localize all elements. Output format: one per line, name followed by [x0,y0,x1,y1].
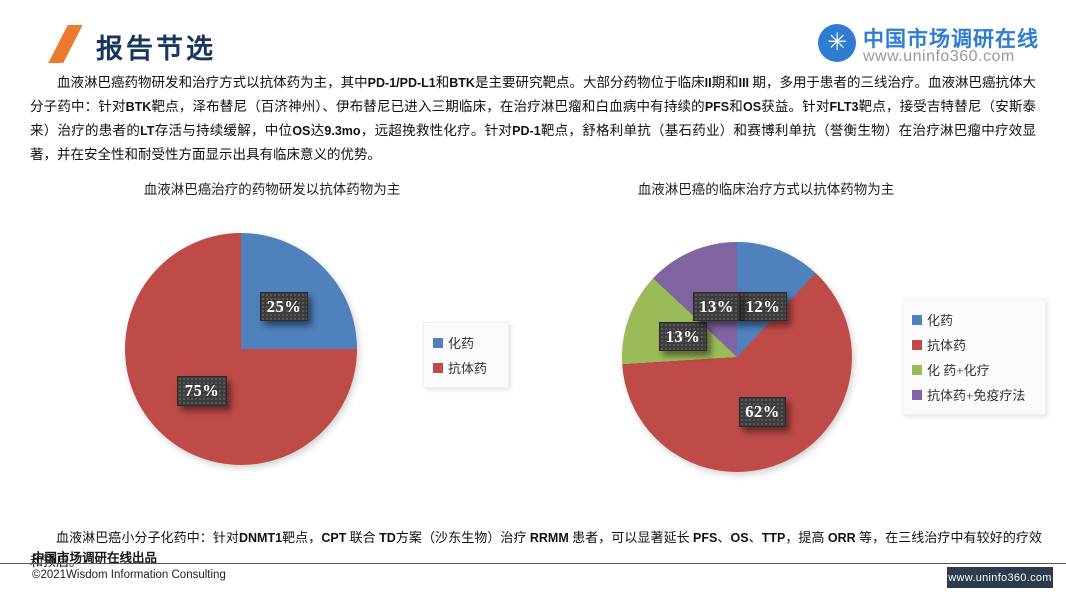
right-chart-legend: 化药 抗体药 化 药+化疗 抗体药+免疫疗法 [902,299,1046,415]
brand-name: 中国市场调研在线 [863,28,1039,51]
pie-data-label: 13% [693,292,740,321]
legend-label: 抗体药 [448,361,488,376]
legend-item: 抗体药 [433,355,499,380]
footer-url-badge[interactable]: www.uninfo360.com [947,567,1053,588]
legend-label: 化药 [448,336,475,351]
legend-label: 抗体药 [927,338,967,353]
legend-swatch-icon [912,314,922,325]
left-chart-legend: 化药 抗体药 [423,322,509,388]
legend-item: 化药 [433,330,499,355]
intro-paragraph: 血液淋巴癌药物研发和治疗方式以抗体药为主，其中PD-1/PD-L1和BTK是主要… [30,75,1037,162]
pie-data-label: 25% [260,292,308,321]
right-pie-chart [622,242,852,472]
legend-swatch-icon [912,389,922,400]
legend-item: 抗体药+免疫疗法 [912,382,1036,407]
legend-item: 化药 [912,307,1036,332]
legend-swatch-icon [912,364,922,375]
legend-label: 抗体药+免疫疗法 [927,388,1026,403]
legend-item: 化 药+化疗 [912,357,1036,382]
legend-swatch-icon [433,362,443,373]
right-chart-title: 血液淋巴癌的临床治疗方式以抗体药物为主 [637,182,895,197]
footer-divider [0,563,1066,564]
footer-copyright: ©2021Wisdom Information Consulting [32,569,226,581]
left-pie-chart [125,233,357,465]
legend-swatch-icon [433,337,443,348]
pie-data-label: 62% [739,397,786,427]
legend-label: 化药 [927,313,954,328]
brand-logo[interactable]: ✳ 中国市场调研在线 www.uninfo360.com [818,21,1054,67]
legend-swatch-icon [912,339,922,350]
pie-data-label: 75% [177,376,227,406]
footer-publisher: 中国市场调研在线出品 [32,551,158,565]
pie-data-label: 12% [739,292,787,321]
page-title: 报告节选 [96,34,216,64]
snowflake-logo-icon: ✳ [818,24,856,62]
legend-label: 化 药+化疗 [927,363,990,378]
pie-data-label: 13% [659,322,707,351]
brand-url: www.uninfo360.com [863,48,1015,65]
slash-accent-icon [48,25,83,63]
bottom-paragraph: 血液淋巴癌小分子化药中：针对DNMT1靶点，CPT 联合 TD方案（沙东生物）治… [30,530,1042,569]
left-chart-title: 血液淋巴癌治疗的药物研发以抗体药物为主 [143,182,401,197]
legend-item: 抗体药 [912,332,1036,357]
